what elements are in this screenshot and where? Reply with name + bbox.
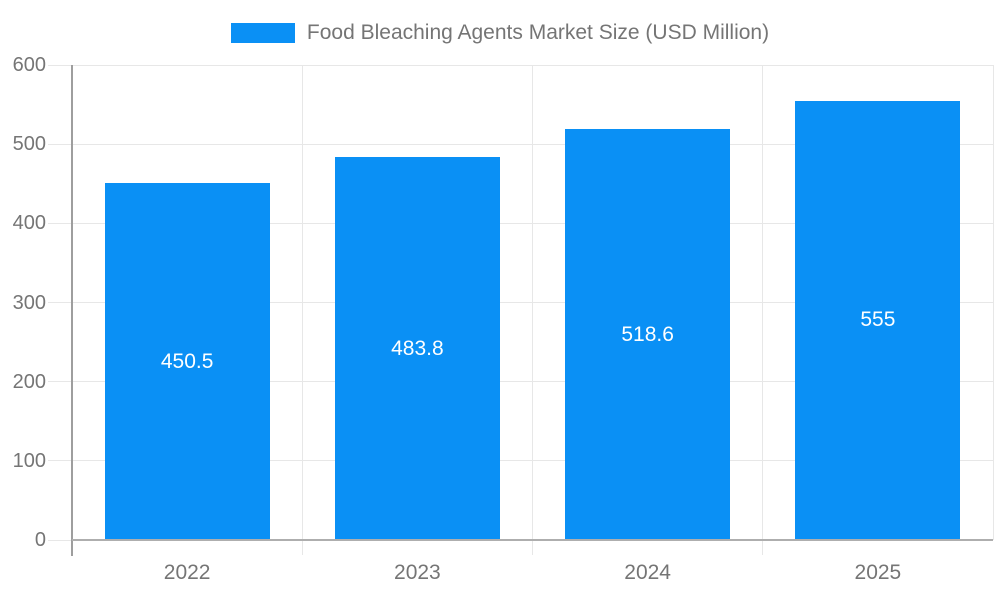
- y-tick-label: 500: [12, 133, 46, 156]
- y-tick-label: 200: [12, 370, 46, 393]
- y-gridline: [48, 64, 993, 66]
- chart-legend[interactable]: Food Bleaching Agents Market Size (USD M…: [0, 21, 1000, 45]
- y-gridline: [48, 143, 993, 145]
- bar-value-label: 450.5: [160, 349, 214, 373]
- x-axis-line: [72, 539, 993, 541]
- bar-2024[interactable]: 518.6: [565, 129, 731, 540]
- bar-value-label: 483.8: [391, 336, 444, 360]
- x-tick-label-2024: 2024: [624, 561, 671, 584]
- x-gridline: [301, 65, 303, 555]
- y-gridline: [48, 222, 993, 224]
- chart-title: Food Bleaching Agents Market Size (USD M…: [306, 21, 770, 44]
- legend-swatch[interactable]: [230, 23, 295, 43]
- y-tick-label: 600: [12, 54, 46, 76]
- x-gridline: [762, 65, 764, 555]
- bar-value-label: 555: [860, 308, 896, 332]
- bar-2022[interactable]: 450.5: [104, 183, 270, 540]
- bar-2023[interactable]: 483.8: [334, 157, 500, 540]
- y-axis-zero-tick: [48, 539, 72, 541]
- bar-value-label: 518.6: [621, 322, 674, 346]
- x-tick-label-2023: 2023: [394, 561, 441, 584]
- y-axis-line: [71, 65, 73, 556]
- y-gridline: [48, 381, 993, 383]
- x-gridline: [992, 65, 994, 540]
- y-gridline: [48, 460, 993, 462]
- y-gridline: [48, 302, 993, 303]
- y-tick-label: 0: [34, 529, 46, 551]
- x-tick-label-2025: 2025: [854, 561, 902, 584]
- y-tick-label: 400: [12, 212, 46, 235]
- y-tick-label: 300: [12, 291, 46, 314]
- x-tick-label-2022: 2022: [163, 561, 211, 584]
- x-gridline: [532, 65, 533, 555]
- bar-2025[interactable]: 555: [795, 100, 961, 540]
- y-tick-label: 100: [12, 449, 46, 472]
- plot-area: 450.5 483.8 518.6 555: [48, 64, 994, 556]
